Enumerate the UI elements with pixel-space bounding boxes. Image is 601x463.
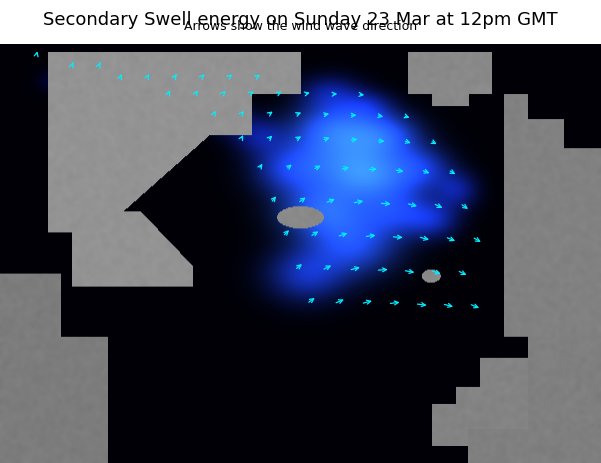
Text: Secondary Swell energy on Sunday 23 Mar at 12pm GMT: Secondary Swell energy on Sunday 23 Mar … <box>43 11 558 29</box>
Text: Arrows show the wind wave direction: Arrows show the wind wave direction <box>184 20 417 33</box>
